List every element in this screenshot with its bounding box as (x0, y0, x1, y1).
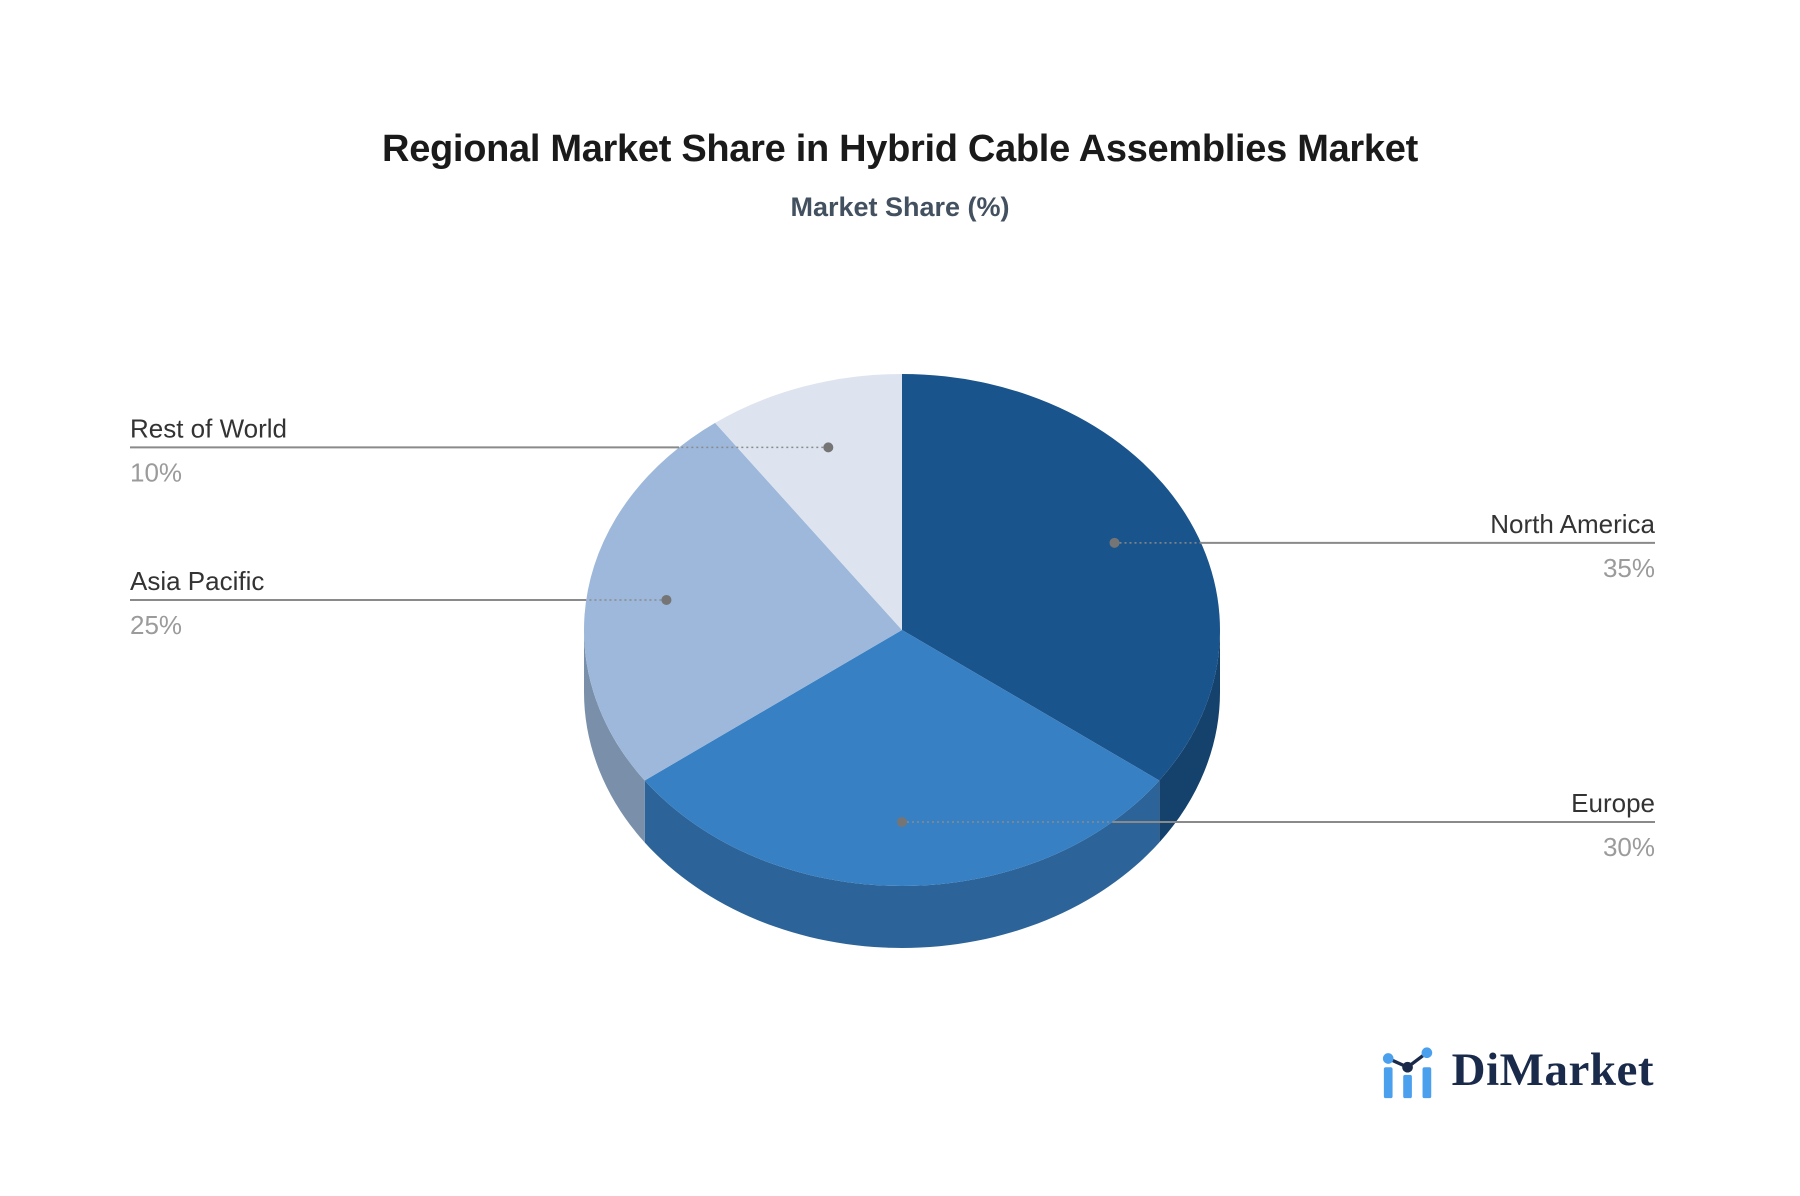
brand-name: DiMarket (1451, 1044, 1654, 1096)
slice-label-asia-pacific: Asia Pacific (130, 566, 264, 596)
bar-1 (1383, 1067, 1393, 1099)
dot-1 (1382, 1053, 1394, 1064)
slice-percent-asia-pacific: 25% (130, 610, 182, 640)
pie-slice-side-north-america (1159, 630, 1220, 843)
pie-slice-europe[interactable] (644, 630, 1160, 886)
bar-2 (1402, 1074, 1412, 1099)
bar-line-chart-icon (1382, 1047, 1432, 1099)
pie-slice-side-europe (644, 780, 1160, 948)
leader-dot-north-america (1109, 537, 1120, 548)
pie-slice-asia-pacific[interactable] (584, 422, 902, 781)
leader-dot-asia-pacific (661, 594, 672, 605)
slice-percent-north-america: 35% (1603, 553, 1655, 583)
pie-slice-side-asia-pacific (584, 630, 645, 843)
pie-slice-rest-of-world[interactable] (715, 374, 902, 630)
brand-logo: DiMarket (1380, 1038, 1654, 1102)
slice-label-rest-of-world: Rest of World (130, 413, 287, 443)
dot-2 (1401, 1061, 1413, 1073)
pie-slice-north-america[interactable] (902, 374, 1220, 781)
chart-subtitle: Market Share (%) (790, 192, 1010, 222)
slice-label-europe: Europe (1571, 788, 1655, 818)
leader-dot-europe (897, 817, 907, 827)
bar-3 (1422, 1067, 1431, 1099)
chart-title: Regional Market Share in Hybrid Cable As… (382, 128, 1418, 170)
dot-3 (1421, 1047, 1432, 1059)
slice-percent-rest-of-world: 10% (130, 457, 182, 487)
slice-label-north-america: North America (1490, 509, 1655, 539)
leader-dot-rest-of-world (823, 442, 834, 453)
slice-percent-europe: 30% (1603, 832, 1655, 862)
